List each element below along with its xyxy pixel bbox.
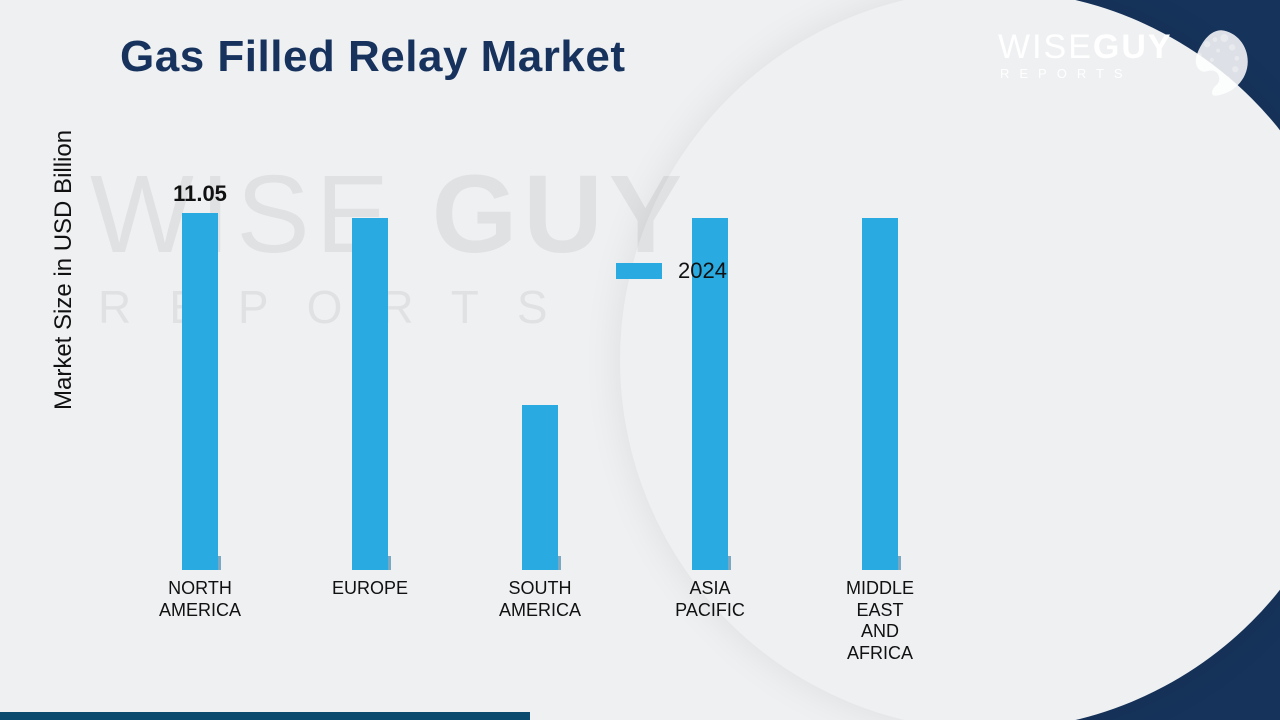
brand-logo: WISEGUY REPORTS bbox=[998, 30, 1258, 81]
bar-group: EUROPE bbox=[310, 150, 430, 570]
category-label: ASIA PACIFIC bbox=[650, 578, 770, 621]
category-label: MIDDLE EAST AND AFRICA bbox=[820, 578, 940, 664]
bar-group: ASIA PACIFIC bbox=[650, 150, 770, 570]
stage: Gas Filled Relay Market WISEGUY REPORTS … bbox=[0, 0, 1280, 720]
bar bbox=[352, 218, 388, 570]
chart: Market Size in USD Billion 11.05NORTH AM… bbox=[60, 150, 960, 690]
legend-label: 2024 bbox=[678, 258, 727, 284]
bar-group: MIDDLE EAST AND AFRICA bbox=[820, 150, 940, 570]
y-axis-label: Market Size in USD Billion bbox=[50, 130, 78, 410]
bar-value-label: 11.05 bbox=[140, 181, 260, 207]
bar-group: SOUTH AMERICA bbox=[480, 150, 600, 570]
category-label: SOUTH AMERICA bbox=[480, 578, 600, 621]
brand-word-1: WISE bbox=[998, 28, 1093, 66]
bar bbox=[182, 213, 218, 570]
bar-group: 11.05NORTH AMERICA bbox=[140, 150, 260, 570]
category-label: EUROPE bbox=[310, 578, 430, 600]
bottom-accent-bar bbox=[0, 712, 530, 720]
plot-area: 11.05NORTH AMERICA EUROPE SOUTH AMERICA ASI… bbox=[140, 150, 960, 570]
legend: 2024 bbox=[616, 258, 727, 284]
brand-word-2: GUY bbox=[1093, 28, 1173, 66]
chart-title: Gas Filled Relay Market bbox=[120, 32, 626, 82]
category-label: NORTH AMERICA bbox=[140, 578, 260, 621]
legend-swatch bbox=[616, 263, 662, 279]
bar bbox=[522, 405, 558, 570]
bar bbox=[862, 218, 898, 570]
brand-head-icon bbox=[1176, 24, 1254, 102]
